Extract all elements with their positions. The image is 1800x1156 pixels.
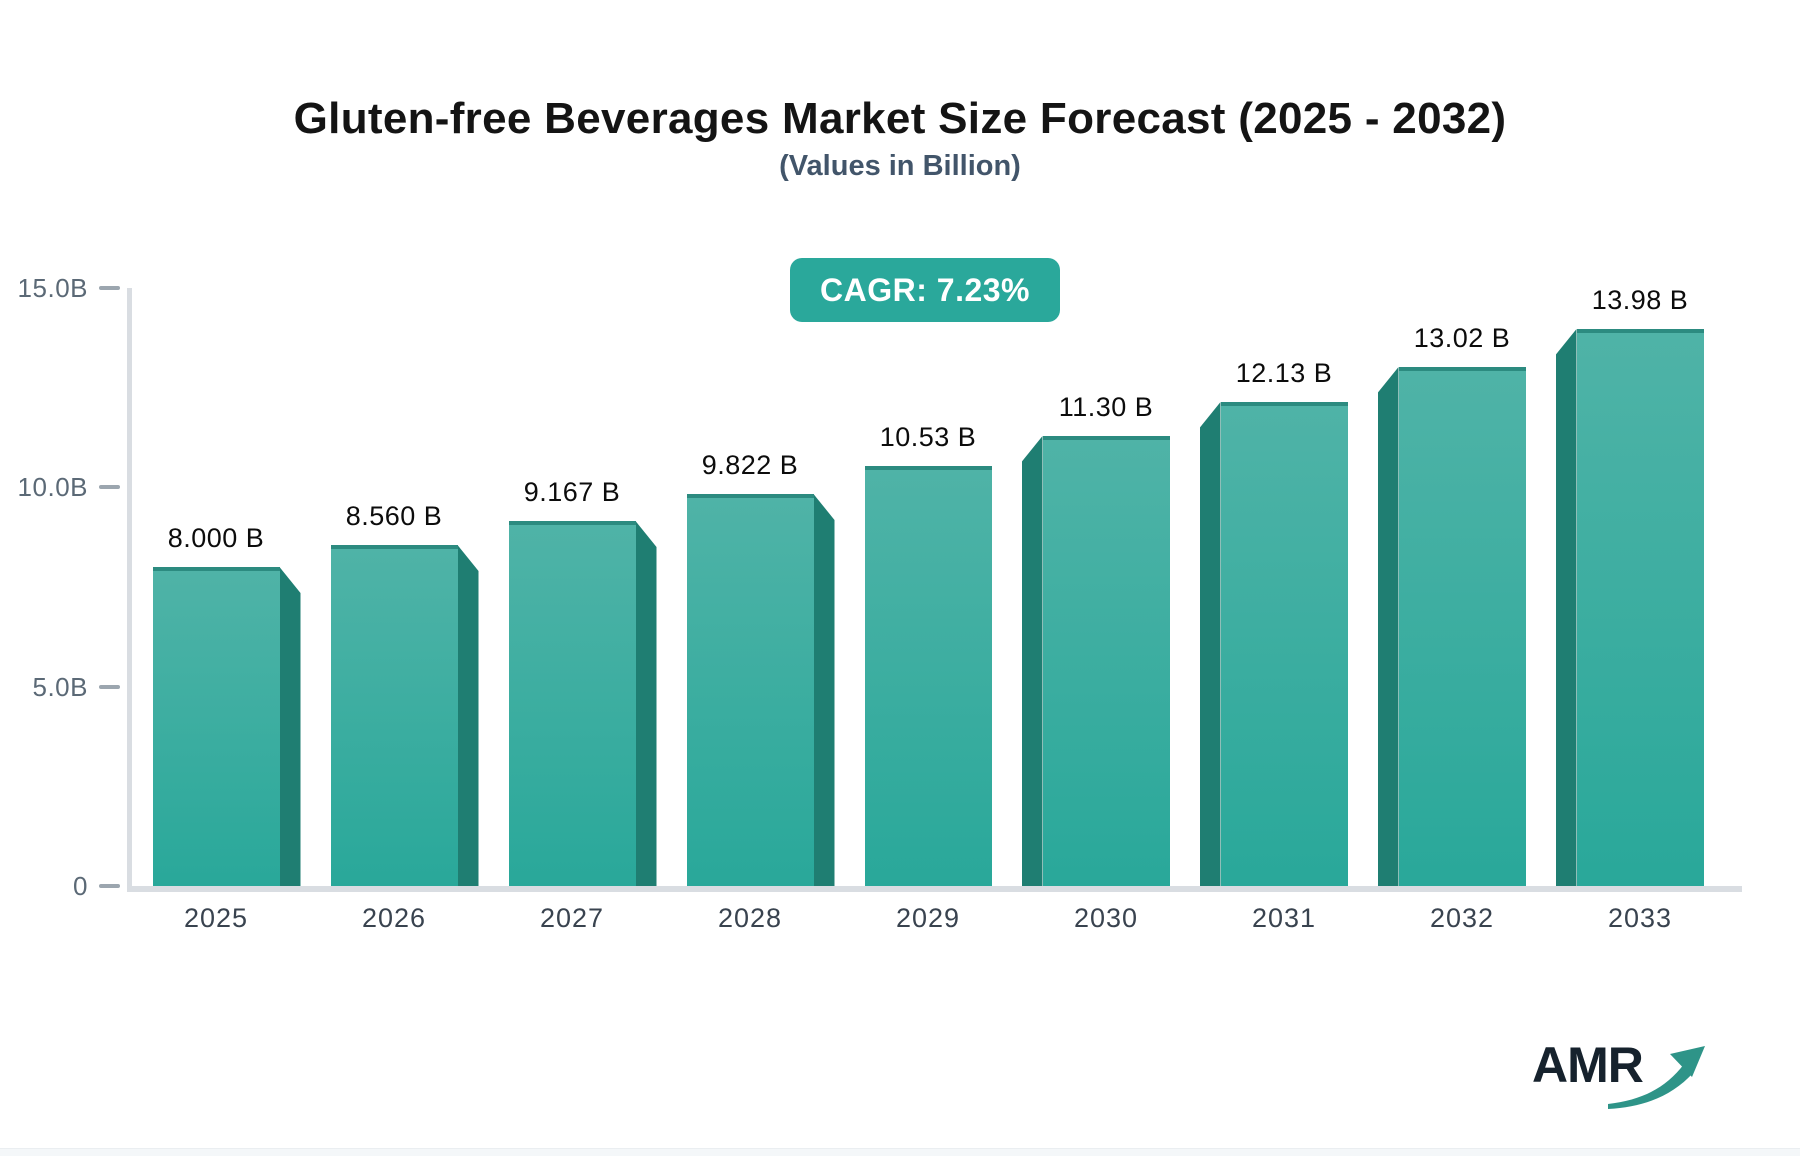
bar-2030[interactable] [1021,436,1170,886]
y-tick-label: 15.0B [17,273,88,303]
bar-side-shade [635,521,657,886]
cagr-badge: CAGR: 7.23% [790,258,1060,322]
bar-2031[interactable] [1199,402,1348,886]
bar-face[interactable] [1220,402,1348,886]
bar-value-label: 12.13 B [1235,358,1333,388]
y-tick-label: 0 [73,871,88,901]
amr-logo: AMR [1528,1034,1718,1114]
y-tick-dash [99,684,120,689]
cagr-badge-label: CAGR: 7.23% [820,271,1030,308]
y-tick-dash [99,286,120,290]
bar-value-label: 8.000 B [167,523,265,553]
bar-value-label: 10.53 B [879,422,977,452]
x-tick-label-2025: 2025 [183,903,249,933]
x-tick-label-2029: 2029 [895,903,961,933]
bar-side-shade [1199,402,1221,886]
bar-side-shade [279,567,301,886]
chart-title: Gluten-free Beverages Market Size Foreca… [293,94,1507,143]
x-tick-label-2033: 2033 [1607,903,1673,933]
bar-2027[interactable] [508,521,657,886]
bar-2025[interactable] [152,567,301,886]
bar-2029[interactable] [864,466,992,886]
x-tick-label-2028: 2028 [717,903,783,933]
y-tick-label: 10.0B [17,472,88,503]
x-tick-label-2031: 2031 [1251,903,1317,933]
bar-2026[interactable] [330,545,479,886]
y-tick-dash [99,485,120,490]
bar-value-label: 11.30 B [1058,392,1154,422]
bar-value-label: 8.560 B [345,501,443,531]
bar-2028[interactable] [686,494,835,886]
y-axis-line [127,288,132,892]
chart-subtitle: (Values in Billion) [779,150,1021,182]
bar-value-label: 13.02 B [1413,323,1511,353]
bottom-strip [0,1148,1800,1156]
bar-value-label: 9.822 B [701,450,799,480]
y-tick-label: 5.0B [32,671,88,702]
bar-face[interactable] [864,466,992,886]
x-tick-label-2026: 2026 [361,903,427,933]
bar-side-shade [457,545,479,886]
bar-face[interactable] [152,567,280,886]
bar-face[interactable] [1398,367,1526,886]
bar-side-shade [1021,436,1043,886]
bar-face[interactable] [686,494,814,886]
y-tick-dash [99,884,120,888]
bar-2033[interactable] [1555,329,1704,886]
trend-up-arrow-icon [1608,1046,1705,1109]
bar-side-shade [1377,367,1399,886]
bar-side-shade [1555,329,1577,886]
bar-face[interactable] [508,521,636,886]
bar-face[interactable] [1576,329,1704,886]
bar-value-label: 9.167 B [523,477,621,507]
x-tick-label-2032: 2032 [1429,903,1495,933]
bar-2032[interactable] [1377,367,1526,886]
bar-side-shade [813,494,835,886]
x-axis-line [127,886,1742,892]
bar-face[interactable] [330,545,458,886]
bar-value-label: 13.98 B [1591,285,1689,315]
x-tick-label-2030: 2030 [1073,903,1139,933]
bar-face[interactable] [1042,436,1170,886]
amr-logo-text: AMR [1532,1037,1644,1093]
x-tick-label-2027: 2027 [539,903,605,933]
